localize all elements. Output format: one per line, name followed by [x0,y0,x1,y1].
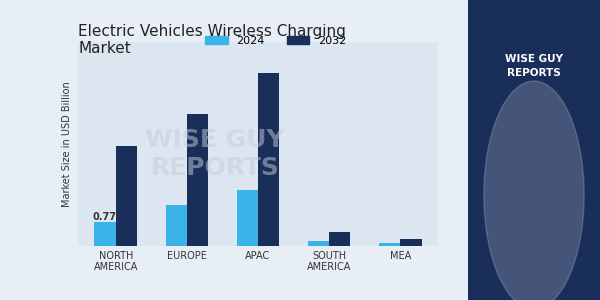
Bar [379,244,400,246]
Bar [308,241,329,246]
Bar [236,190,258,246]
Text: WISE GUY
REPORTS: WISE GUY REPORTS [505,54,563,78]
Text: 0.77: 0.77 [92,212,116,222]
Bar [187,114,208,246]
Bar [400,239,422,246]
Bar [116,146,137,246]
Text: WISE GUY
REPORTS: WISE GUY REPORTS [145,128,284,180]
Circle shape [484,81,584,300]
Bar [329,232,350,246]
Bar [94,222,116,246]
Bar [258,74,280,246]
Legend: 2024, 2032: 2024, 2032 [201,31,351,50]
Y-axis label: Market Size in USD Billion: Market Size in USD Billion [62,81,73,207]
Text: Electric Vehicles Wireless Charging
Market: Electric Vehicles Wireless Charging Mark… [78,24,346,56]
Bar [166,205,187,246]
